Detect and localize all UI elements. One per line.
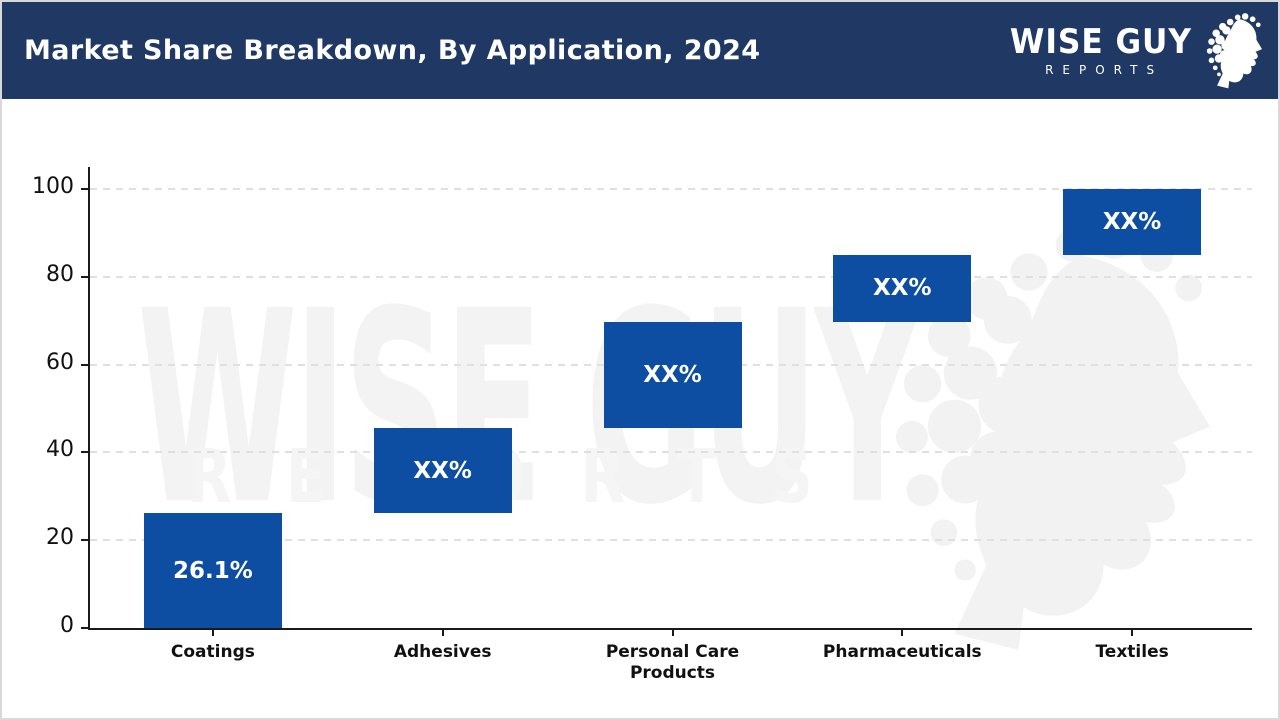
x-tick-mark <box>441 628 444 636</box>
bar-value-label: XX% <box>1102 208 1162 235</box>
face-dots-icon <box>1206 13 1262 89</box>
category-label: Pharmaceuticals <box>822 642 982 662</box>
page-title: Market Share Breakdown, By Application, … <box>24 35 761 66</box>
y-tick-mark <box>81 363 89 366</box>
y-tick-label: 60 <box>46 349 74 375</box>
gridline <box>90 451 1252 454</box>
gridline <box>90 188 1252 190</box>
bar-value-label: XX% <box>643 362 702 389</box>
watermark-wise-guy: WISE GUY <box>137 255 920 563</box>
y-tick-mark <box>81 539 89 542</box>
logo: WISE GUY REPORTS <box>1002 8 1262 94</box>
logo-text: WISE GUY REPORTS <box>1002 25 1200 77</box>
gridline <box>90 275 1252 278</box>
axis-y <box>88 167 90 630</box>
bar-textiles: XX% <box>1063 189 1202 255</box>
bar-pharmaceuticals: XX% <box>833 254 972 322</box>
bar-personal-care-products: XX% <box>603 322 742 429</box>
header-bar: Market Share Breakdown, By Application, … <box>2 2 1278 99</box>
axis-x <box>88 628 1252 630</box>
y-tick-label: 20 <box>46 525 74 551</box>
logo-reports: REPORTS <box>1045 63 1164 77</box>
y-tick-label: 40 <box>46 437 74 463</box>
x-tick-mark <box>901 628 904 636</box>
x-tick-mark <box>211 628 214 636</box>
bar-value-label: XX% <box>873 275 932 302</box>
bar-value-label: XX% <box>413 457 472 484</box>
x-tick-mark <box>1131 628 1134 636</box>
logo-wise-guy: WISE GUY <box>1010 22 1193 62</box>
y-tick-label: 0 <box>60 613 74 638</box>
y-tick-mark <box>81 275 89 278</box>
x-tick-mark <box>671 628 674 636</box>
y-tick-mark <box>81 188 89 190</box>
bar-coatings: 26.1% <box>143 513 282 628</box>
y-tick-mark <box>81 451 89 454</box>
bar-adhesives: XX% <box>373 428 512 514</box>
category-label: Coatings <box>170 642 255 662</box>
category-label: Personal Care Products <box>605 642 740 684</box>
y-tick-label: 80 <box>46 261 74 287</box>
gridline <box>90 539 1252 542</box>
bar-value-label: 26.1% <box>172 557 253 584</box>
category-label: Textiles <box>1095 642 1169 662</box>
y-tick-label: 100 <box>32 174 74 199</box>
y-tick-mark <box>81 627 89 629</box>
category-label: Adhesives <box>393 642 492 662</box>
